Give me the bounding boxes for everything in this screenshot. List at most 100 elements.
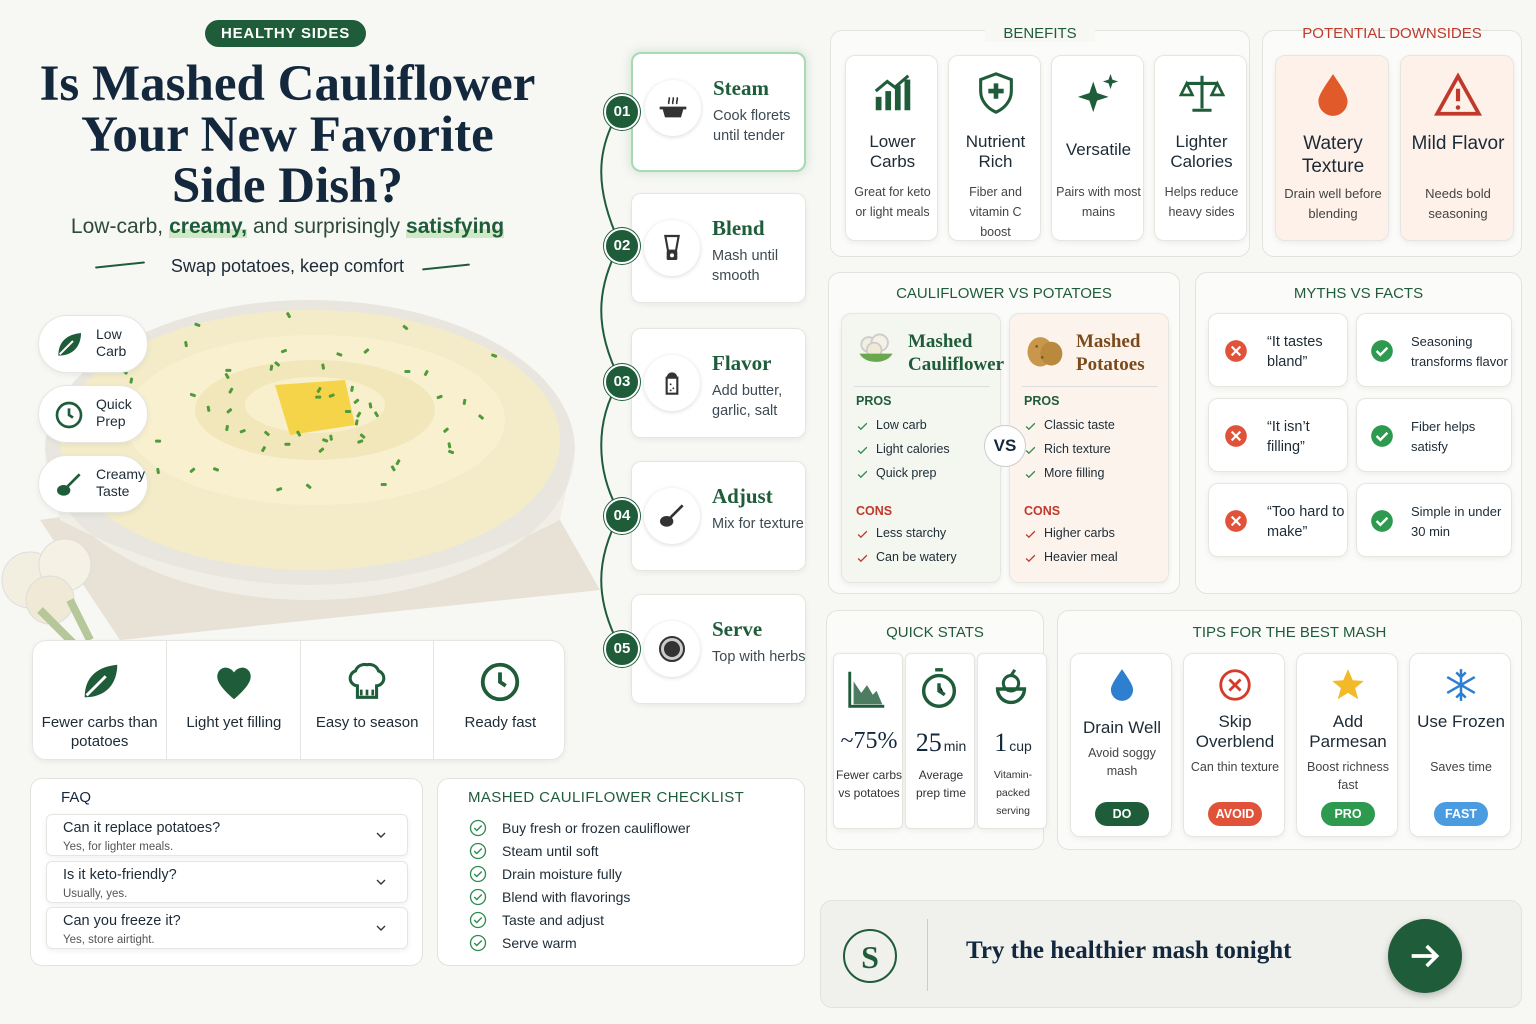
step-text: Add butter, garlic, salt — [712, 383, 783, 419]
decor — [885, 91, 892, 111]
decor — [155, 439, 162, 443]
feature: Light yet filling — [166, 641, 300, 761]
pro-item: More filling — [1044, 466, 1105, 480]
feature-label: Easy to season — [315, 714, 419, 731]
decor — [315, 395, 322, 399]
decor — [1332, 669, 1364, 700]
decor — [1375, 346, 1389, 357]
decor — [374, 411, 379, 418]
benefit-title: Nutrient Rich — [965, 132, 1026, 171]
step-icon-circle — [645, 80, 701, 136]
decor — [473, 940, 483, 947]
decor — [305, 483, 312, 490]
faq-question: Can it replace potatoes? — [63, 820, 221, 836]
myth-text: “It tastes bland” — [1267, 334, 1323, 370]
decor — [206, 405, 211, 412]
decor — [269, 364, 274, 371]
icon — [1025, 470, 1036, 479]
decor — [1375, 516, 1389, 527]
decor — [462, 398, 467, 405]
icon — [1225, 510, 1247, 532]
decor — [226, 408, 233, 414]
comparison-panel: CAULIFLOWER VS POTATOES Mashed Cauliflowe… — [828, 272, 1180, 594]
decor — [225, 424, 229, 432]
stat-number: 1 — [994, 728, 1008, 757]
tagline: Swap potatoes, keep comfort — [170, 256, 405, 276]
decor — [129, 377, 134, 384]
compare-column: Mashed Potatoes PROS Classic taste Rich tex… — [1009, 313, 1169, 583]
feature: Ready fast — [432, 641, 567, 761]
benefit-card: Lower Carbs Great for keto or light meals — [845, 55, 938, 241]
icon — [1219, 669, 1251, 701]
decor — [857, 470, 868, 479]
title-line: Side Dish? — [172, 158, 403, 214]
stat-card: 1 cup Vitamin-packed serving — [977, 653, 1047, 829]
decor — [336, 352, 343, 357]
icon — [874, 74, 911, 111]
tip-card: Drain Well Avoid soggy mash DO — [1070, 653, 1172, 837]
benefit-title: Versatile — [1065, 140, 1132, 159]
decor — [469, 911, 487, 929]
step-number: 01 — [604, 94, 640, 130]
step-number: 05 — [604, 631, 640, 667]
step-title: Adjust — [712, 484, 773, 508]
stat-card: ~75% Fewer carbs vs potatoes — [833, 653, 903, 829]
tip-card: Skip Overblend Can thin texture AVOID — [1183, 653, 1285, 837]
icon — [469, 865, 487, 883]
decor — [356, 411, 362, 418]
icon — [57, 473, 81, 496]
stat-unit: min — [943, 738, 967, 754]
icon — [1332, 669, 1364, 700]
decor — [988, 83, 1004, 99]
decor — [156, 467, 160, 475]
benefit-text: Great for keto or light meals — [854, 185, 931, 219]
decor — [1035, 345, 1038, 348]
decor — [1228, 678, 1242, 692]
tag: Low Carb — [38, 315, 148, 373]
section-title: MASHED CAULIFLOWER CHECKLIST — [468, 789, 745, 806]
decor — [853, 681, 883, 705]
decor — [443, 427, 449, 433]
icon — [848, 671, 885, 708]
decor — [1455, 105, 1461, 110]
icon — [1025, 554, 1036, 563]
decor — [904, 79, 911, 111]
icon — [1371, 510, 1393, 532]
decor — [859, 353, 893, 362]
decor — [189, 467, 196, 473]
cta-button[interactable] — [1388, 919, 1462, 993]
pros-label: PROS — [856, 394, 892, 408]
tip-title: Drain Well — [1082, 718, 1162, 737]
step-number: 04 — [604, 498, 640, 534]
section-title: BENEFITS — [985, 25, 1095, 42]
decor — [1230, 515, 1242, 527]
decor — [664, 234, 680, 252]
icon — [217, 667, 251, 700]
checklist-item: Taste and adjust — [502, 912, 604, 928]
decor — [662, 108, 684, 118]
con-item: Heavier meal — [1044, 550, 1118, 564]
fact-card: Fiber helps satisfy — [1356, 398, 1512, 472]
myths-panel: MYTHS VS FACTS “It tastes bland” Seasoning… — [1195, 272, 1522, 594]
decor — [1, 538, 94, 650]
subtitle-part: Low-carb, — [70, 215, 164, 238]
tip-text: Boost richness fast — [1307, 760, 1389, 792]
faq-answer: Usually, yes. — [63, 887, 128, 900]
faq-item[interactable]: Can you freeze it? Yes, store airtight. — [46, 907, 408, 949]
benefit-text: Fiber and vitamin C boost — [969, 185, 1022, 239]
faq-item[interactable]: Is it keto-friendly? Usually, yes. — [46, 860, 408, 903]
step-text: Cook florets until tender — [713, 108, 791, 144]
tip-title: Add Parmesan — [1309, 712, 1387, 751]
decor — [57, 485, 71, 496]
fact-text: Seasoning transforms flavor — [1411, 334, 1508, 369]
decor — [359, 433, 366, 439]
icon — [469, 842, 487, 860]
tip-text: Avoid soggy mash — [1088, 746, 1156, 778]
faq-item[interactable]: Can it replace potatoes? Yes, for lighter… — [46, 814, 408, 856]
decor — [448, 449, 455, 455]
icon — [857, 446, 868, 455]
decor — [894, 85, 901, 111]
decor — [261, 446, 266, 453]
icon — [1025, 530, 1036, 539]
